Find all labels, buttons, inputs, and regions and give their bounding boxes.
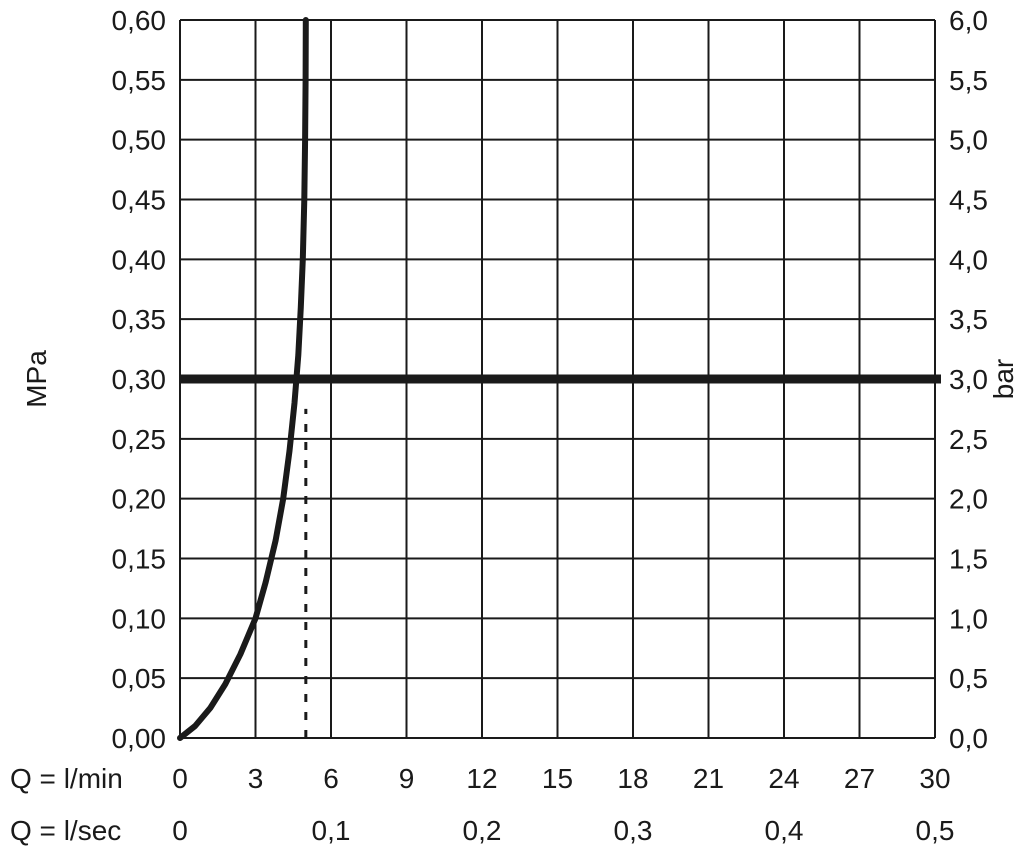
y-left-ticks: 0,00 0,05 0,10 0,15 0,20 0,25 0,30 0,35 0,40 0,45… <box>112 5 167 754</box>
y-right-tick-label: 6,0 <box>949 5 988 36</box>
x-axis-primary-label: Q = l/min <box>10 763 123 794</box>
x-axis-primary-tick-label: 30 <box>919 763 950 794</box>
x-axis-secondary-tick-label: 0,2 <box>463 815 502 846</box>
y-left-axis-label: MPa <box>21 350 52 408</box>
y-left-tick-label: 0,35 <box>112 304 167 335</box>
y-left-tick-label: 0,05 <box>112 663 167 694</box>
x-axis-primary-tick-label: 9 <box>399 763 415 794</box>
x-axis-secondary-tick-label: 0 <box>172 815 188 846</box>
x-axis-primary-tick-label: 6 <box>323 763 339 794</box>
y-right-tick-label: 5,5 <box>949 65 988 96</box>
chart-svg: 0,000,050,100,150,200,250,300,350,400,45… <box>0 0 1020 867</box>
x-axis-secondary-tick-label: 0,4 <box>765 815 804 846</box>
y-left-tick-label: 0,25 <box>112 424 167 455</box>
y-right-tick-label: 0,5 <box>949 663 988 694</box>
y-left-tick-label: 0,55 <box>112 65 167 96</box>
y-left-tick-label: 0,15 <box>112 544 167 575</box>
x-axis-secondary-tick-label: 0,5 <box>916 815 955 846</box>
y-right-tick-label: 5,0 <box>949 125 988 156</box>
x-axis-primary-tick-label: 21 <box>693 763 724 794</box>
x-axis-secondary-tick-label: 0,1 <box>312 815 351 846</box>
x-axis-primary-tick-label: 27 <box>844 763 875 794</box>
x-axis-primary-tick-label: 3 <box>248 763 264 794</box>
x-axis-primary-tick-label: 24 <box>768 763 799 794</box>
x-axis-secondary-tick-label: 0,3 <box>614 815 653 846</box>
x-axis-secondary-ticks: 0 0,1 0,2 0,3 0,4 0,5 <box>172 815 954 846</box>
flow-pressure-chart: 0,000,050,100,150,200,250,300,350,400,45… <box>0 0 1020 867</box>
y-right-tick-label: 2,5 <box>949 424 988 455</box>
y-right-tick-label: 2,0 <box>949 484 988 515</box>
y-right-tick-label: 1,0 <box>949 603 988 634</box>
x-axis-secondary-label: Q = l/sec <box>10 815 121 846</box>
y-left-tick-label: 0,50 <box>112 125 167 156</box>
y-right-tick-label: 1,5 <box>949 544 988 575</box>
y-right-tick-label: 4,5 <box>949 185 988 216</box>
y-left-tick-label: 0,45 <box>112 185 167 216</box>
x-axis-primary-tick-label: 12 <box>466 763 497 794</box>
y-left-tick-label: 0,20 <box>112 484 167 515</box>
y-right-axis-label: bar <box>988 359 1019 399</box>
y-right-tick-label: 4,0 <box>949 244 988 275</box>
x-axis-primary-tick-label: 18 <box>617 763 648 794</box>
y-right-tick-label: 3,5 <box>949 304 988 335</box>
y-right-tick-label: 3,0 <box>949 364 988 395</box>
x-axis-primary-tick-label: 0 <box>172 763 188 794</box>
y-left-tick-label: 0,60 <box>112 5 167 36</box>
y-left-tick-label: 0,30 <box>112 364 167 395</box>
y-left-tick-label: 0,00 <box>112 723 167 754</box>
y-right-tick-label: 0,0 <box>949 723 988 754</box>
y-left-tick-label: 0,40 <box>112 244 167 275</box>
x-axis-primary-ticks: 0 3 6 9 12 15 18 21 24 27 30 <box>172 763 950 794</box>
y-right-ticks: 0,0 0,5 1,0 1,5 2,0 2,5 3,0 3,5 4,0 4,5 5,0 5,5 6,0 <box>949 5 988 754</box>
x-axis-primary-tick-label: 15 <box>542 763 573 794</box>
y-left-tick-label: 0,10 <box>112 603 167 634</box>
